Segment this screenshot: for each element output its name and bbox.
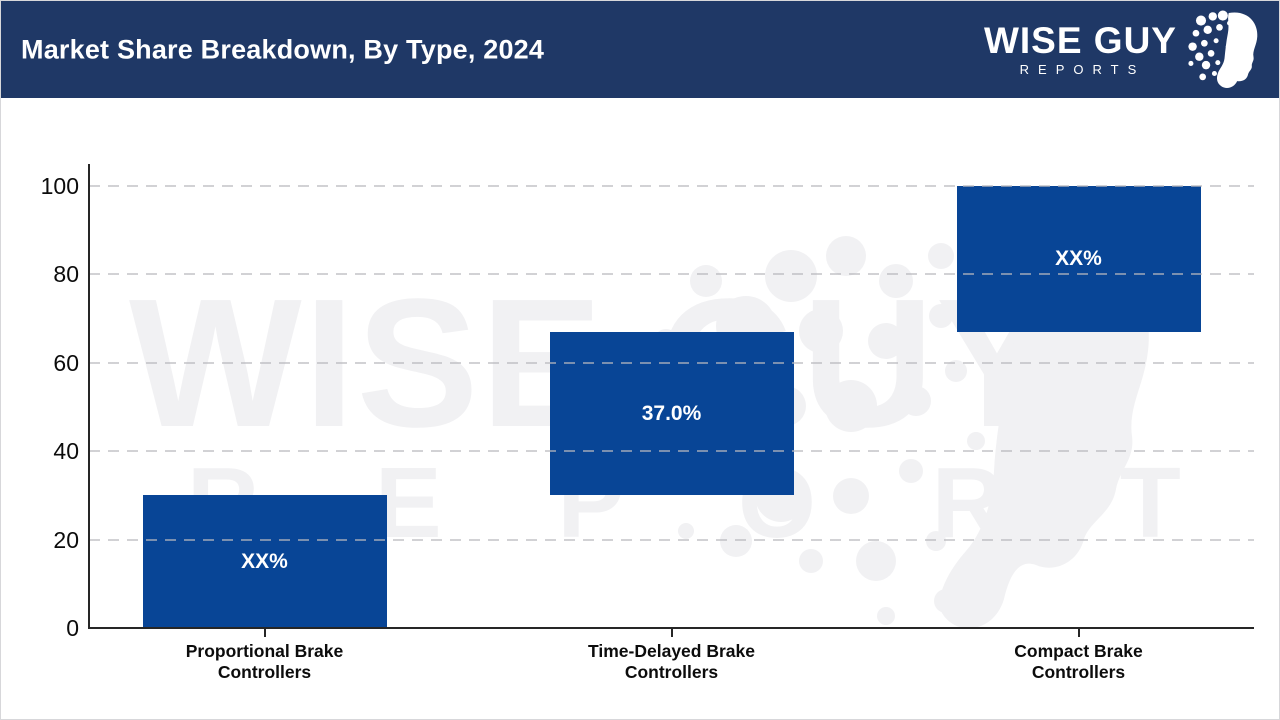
page-title: Market Share Breakdown, By Type, 2024 (21, 34, 545, 64)
y-axis-tick-label: 60 (53, 349, 79, 376)
logo-wiseguy-label: WISE GUY (983, 20, 1177, 61)
gridline (89, 184, 1254, 187)
y-axis-tick-label: 40 (53, 438, 79, 465)
header-bar: Market Share Breakdown, By Type, 2024 WI… (1, 1, 1279, 98)
gridline (89, 273, 1254, 276)
bar-segment: 37.0% (549, 331, 794, 496)
x-axis-tick (1077, 629, 1080, 637)
gridline (89, 361, 1254, 364)
wise-guy-reports-logo: WISE GUY REPORTS (984, 8, 1265, 92)
y-axis-tick-label: 0 (66, 615, 79, 641)
logo-head-profile-icon (1188, 10, 1258, 88)
x-axis-category-label: Time-Delayed Brake Controllers (588, 641, 755, 682)
bar-segment: XX% (956, 185, 1201, 332)
y-axis-tick-label: 100 (40, 172, 79, 199)
x-axis-category-label: Proportional Brake Controllers (185, 641, 344, 682)
x-axis-tick (670, 629, 673, 637)
logo-text: WISE GUY REPORTS (984, 22, 1177, 78)
x-axis-category-label: Compact Brake Controllers (1014, 641, 1143, 682)
x-axis-line (89, 627, 1254, 629)
bar-value-label: XX% (241, 549, 288, 573)
bar-value-label: XX% (1055, 246, 1102, 270)
x-axis-tick (263, 629, 266, 637)
gridline (89, 538, 1254, 541)
gridline (89, 450, 1254, 453)
bar-value-label: 37.0% (641, 401, 702, 425)
bar-segment: XX% (142, 495, 387, 628)
y-axis-line (88, 164, 90, 629)
y-axis-tick-label: 80 (53, 261, 79, 288)
y-axis-tick-label: 20 (53, 526, 79, 553)
logo-reports-label: REPORTS (1019, 62, 1146, 77)
